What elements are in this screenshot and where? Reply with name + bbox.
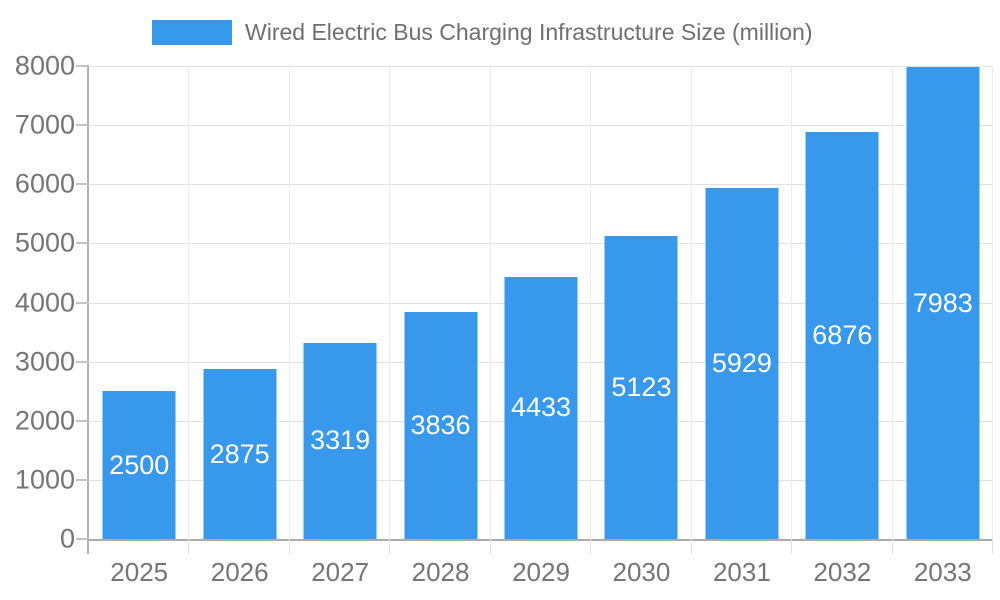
- bar-2029: 4433: [504, 276, 578, 539]
- x-axis-tick: [288, 539, 290, 554]
- bar-2028: 3836: [404, 312, 478, 539]
- bar-2032: 6876: [805, 132, 879, 539]
- x-axis-label: 2031: [712, 557, 771, 587]
- y-axis-label: 6000: [14, 168, 75, 199]
- bar-2026: 2875: [203, 369, 277, 539]
- bar-2031: 5929: [705, 188, 779, 539]
- gridline-horizontal: [89, 243, 993, 245]
- bar-value-label: 5929: [711, 348, 772, 379]
- y-axis-label: 3000: [14, 346, 75, 377]
- y-axis-label: 1000: [14, 464, 75, 495]
- bar-value-label: 7983: [912, 287, 973, 318]
- bar-value-label: 5123: [611, 372, 672, 403]
- bar-value-label: 3836: [410, 410, 471, 441]
- y-axis-label: 0: [59, 523, 75, 554]
- x-axis-label: 2032: [813, 557, 872, 587]
- x-axis-tick: [489, 539, 491, 554]
- legend-swatch: [152, 19, 232, 45]
- y-axis-tick: [76, 183, 89, 186]
- x-axis-tick: [891, 539, 893, 554]
- y-axis-tick: [76, 124, 89, 127]
- x-axis-tick: [690, 539, 692, 554]
- legend: Wired Electric Bus Charging Infrastructu…: [152, 19, 813, 45]
- bar-value-label: 2875: [209, 438, 270, 469]
- x-axis-label: 2030: [612, 557, 671, 587]
- bar-2025: 2500: [102, 391, 176, 539]
- legend-label: Wired Electric Bus Charging Infrastructu…: [245, 18, 813, 45]
- x-axis-tick: [389, 539, 391, 554]
- gridline-vertical: [690, 66, 692, 539]
- gridline-horizontal: [89, 184, 993, 186]
- y-axis-tick: [76, 242, 89, 245]
- x-axis-tick: [87, 539, 89, 554]
- bar-value-label: 6876: [812, 320, 873, 351]
- y-axis-label: 2000: [14, 405, 75, 436]
- bar-value-label: 3319: [310, 425, 371, 456]
- x-axis-label: 2033: [913, 557, 972, 587]
- y-axis-tick: [76, 478, 89, 481]
- x-axis-label: 2028: [411, 557, 470, 587]
- x-axis-label: 2027: [311, 557, 370, 587]
- gridline-vertical: [389, 66, 391, 539]
- x-axis-label: 2026: [210, 557, 269, 587]
- plot-area: 0 1000 2000 3000 4000 5000 6000 7000 8000 2500 202…: [15, 51, 993, 587]
- gridline-vertical: [590, 66, 592, 539]
- x-axis-label: 2029: [512, 557, 570, 587]
- gridline-vertical: [489, 66, 491, 539]
- y-axis-tick: [76, 538, 89, 540]
- x-axis-tick: [590, 539, 592, 554]
- gridline-horizontal: [89, 125, 993, 127]
- x-axis-label: 2025: [110, 557, 169, 587]
- bar-value-label: 2500: [109, 449, 170, 480]
- y-axis-label: 4000: [14, 287, 75, 317]
- gridline-vertical: [992, 66, 993, 539]
- gridline-vertical: [288, 66, 290, 539]
- x-axis-tick: [791, 539, 793, 554]
- bar-value-label: 4433: [510, 392, 572, 423]
- gridline-horizontal: [89, 66, 993, 67]
- y-axis-label: 7000: [14, 109, 75, 140]
- bar-2027: 3319: [303, 342, 377, 539]
- x-axis-tick: [188, 539, 190, 554]
- y-axis-label: 5000: [14, 227, 75, 258]
- x-axis-tick: [992, 539, 993, 554]
- y-axis-label: 8000: [14, 50, 75, 81]
- y-axis-tick: [76, 65, 89, 67]
- y-axis-tick: [76, 360, 89, 363]
- y-axis-tick: [76, 419, 89, 422]
- bar-2033: 7983: [906, 67, 980, 539]
- y-axis-tick: [76, 301, 89, 304]
- gridline-vertical: [891, 66, 893, 539]
- gridline-vertical: [791, 66, 793, 539]
- bar-2030: 5123: [604, 236, 678, 539]
- gridline-vertical: [188, 66, 190, 539]
